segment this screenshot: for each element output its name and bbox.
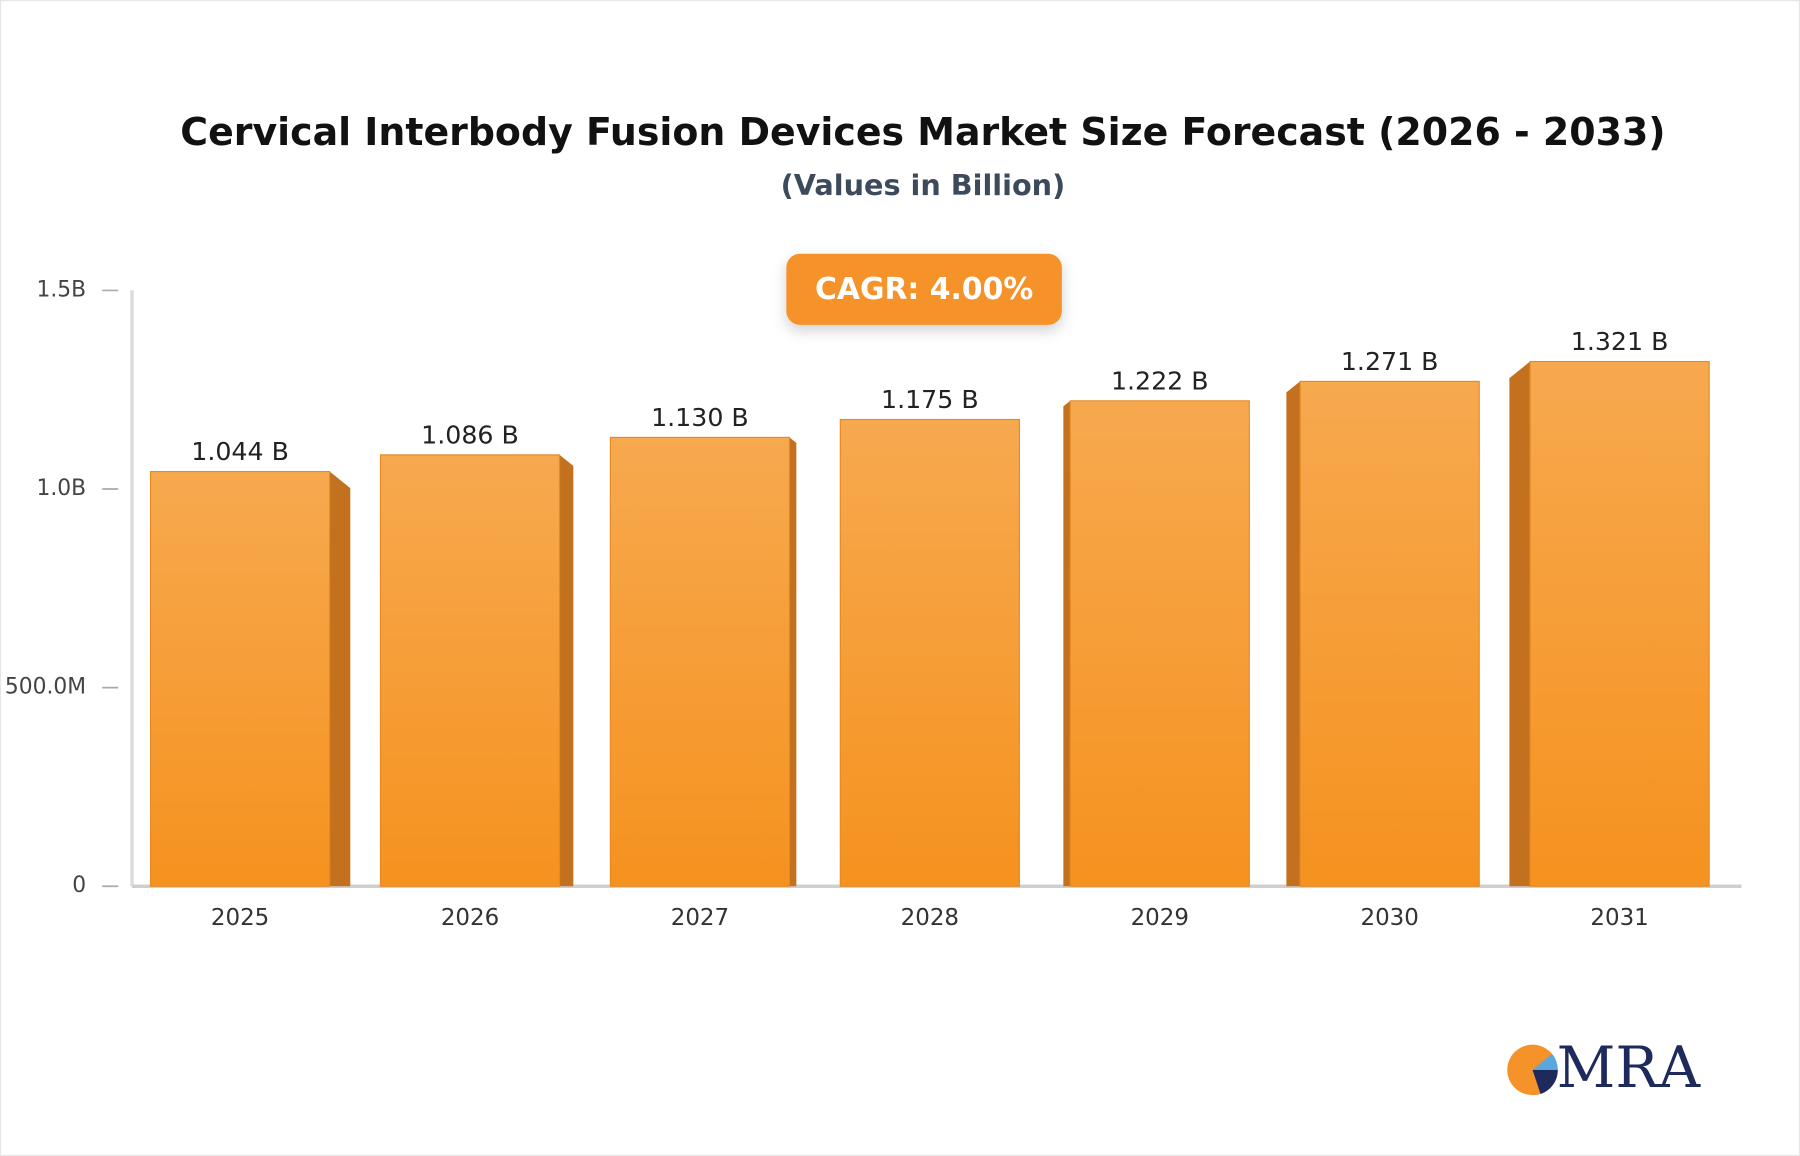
value-label: 1.271 B: [1341, 347, 1439, 376]
x-tick-label: 2027: [671, 905, 729, 931]
value-label: 1.175 B: [881, 385, 979, 414]
value-label: 1.130 B: [651, 403, 749, 432]
bar: [1069, 400, 1250, 887]
logo: MRA: [1507, 1034, 1701, 1101]
bar-side: [1509, 361, 1531, 887]
value-label: 1.086 B: [421, 421, 519, 450]
bar-side: [1286, 381, 1301, 887]
x-tick-label: 2025: [211, 905, 269, 931]
x-tick-label: 2030: [1360, 905, 1418, 931]
x-tick-label: 2029: [1131, 905, 1189, 931]
bar: [1299, 380, 1480, 887]
y-tick-label: 0: [72, 873, 86, 898]
cagr-badge: [786, 253, 1062, 325]
plot-area: 0 500.0M 1.0B 1.5B 2025 1.044 B 2026 1.086 B 202…: [5, 277, 1742, 931]
logo-slice: [1532, 1069, 1558, 1095]
bar-side: [329, 471, 351, 887]
x-tick-label: 2026: [441, 905, 499, 931]
bar-side: [789, 437, 797, 887]
cagr-label: CAGR: 4.00%: [815, 272, 1033, 307]
bar: [1529, 360, 1710, 887]
bar: [609, 436, 791, 887]
x-tick-label: 2028: [901, 905, 959, 931]
value-label: 1.044 B: [191, 437, 289, 466]
logo-slice: [1532, 1053, 1558, 1070]
bar-side: [559, 454, 574, 887]
bar: [839, 418, 1020, 887]
y-tick-label: 1.0B: [36, 476, 86, 501]
bar: [149, 470, 331, 887]
y-tick-label: 500.0M: [5, 675, 86, 700]
value-label: 1.222 B: [1111, 366, 1209, 395]
x-tick-label: 2031: [1590, 905, 1648, 931]
bar-side: [1063, 400, 1071, 887]
chart-subtitle: (Values in Billion): [781, 168, 1066, 202]
logo-text: MRA: [1557, 1034, 1701, 1101]
bar: [379, 454, 561, 887]
y-tick-label: 1.5B: [36, 277, 86, 302]
chart-title: Cervical Interbody Fusion Devices Market…: [180, 110, 1665, 154]
value-label: 1.321 B: [1571, 327, 1669, 356]
